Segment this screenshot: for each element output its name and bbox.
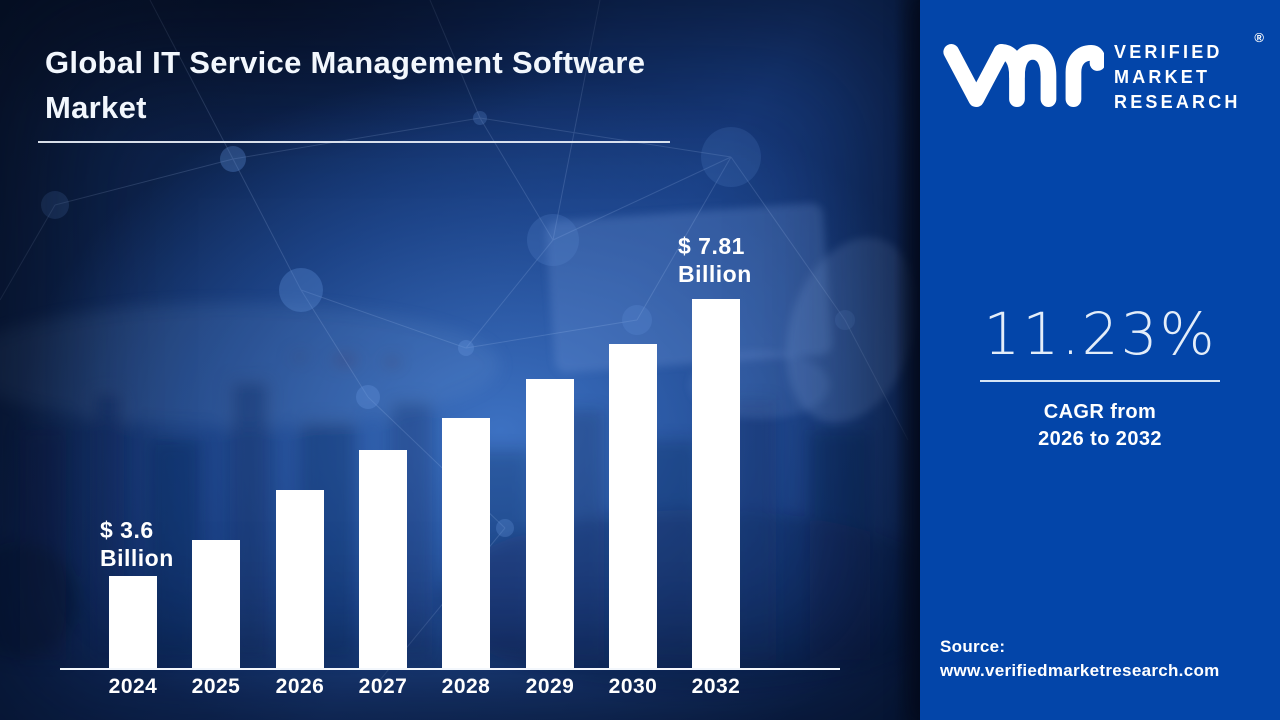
brand-logo: VERIFIED MARKET RESEARCH (942, 36, 1241, 116)
data-label-2032: $ 7.81 Billion (678, 232, 752, 288)
source-url: www.verifiedmarketresearch.com (940, 661, 1220, 680)
chart-section: Global IT Service Management Software Ma… (0, 0, 920, 720)
data-label-2024: $ 3.6 Billion (100, 516, 174, 572)
bar-2025 (192, 540, 240, 669)
x-tick-2026: 2026 (275, 675, 325, 698)
data-label-2024-unit: Billion (100, 545, 174, 571)
bar-2030 (609, 344, 657, 669)
brand-wordmark: VERIFIED MARKET RESEARCH (1114, 40, 1241, 115)
brand-word-2: MARKET (1114, 67, 1211, 87)
x-tick-2032: 2032 (691, 675, 741, 698)
page-title-line1: Global IT Service Management Software (45, 45, 646, 80)
x-tick-2025: 2025 (191, 675, 241, 698)
bar-2028 (442, 418, 490, 669)
page-title-line2: Market (45, 90, 147, 125)
x-tick-2030: 2030 (608, 675, 658, 698)
x-tick-2024: 2024 (108, 675, 158, 698)
cagr-caption-line1: CAGR from (1043, 401, 1157, 423)
panel-edge-shadow (894, 0, 920, 720)
source-block: Source: www.verifiedmarketresearch.com (940, 635, 1220, 683)
bar-2026 (276, 490, 324, 669)
title-underline (38, 141, 670, 143)
cagr-caption-line2: 2026 to 2032 (1038, 428, 1162, 450)
x-tick-2029: 2029 (525, 675, 575, 698)
brand-word-1: VERIFIED (1114, 42, 1223, 62)
bar-2032 (692, 299, 740, 669)
cagr-value: 11.23% (983, 300, 1217, 368)
source-label: Source: (940, 637, 1006, 656)
cagr-block: 11.23% CAGR from 2026 to 2032 (920, 300, 1280, 453)
x-tick-2027: 2027 (358, 675, 408, 698)
bar-2027 (359, 450, 407, 669)
bar-2029 (526, 379, 574, 669)
axis-line (60, 668, 840, 670)
brand-panel: VERIFIED MARKET RESEARCH ® 11.23% CAGR f… (920, 0, 1280, 720)
network-nodes (41, 111, 855, 537)
bar-2024 (109, 576, 157, 669)
vmr-logo-icon (943, 44, 1104, 108)
registered-trademark-icon: ® (1254, 30, 1264, 45)
brand-word-3: RESEARCH (1114, 92, 1241, 112)
page-title: Global IT Service Management Software Ma… (45, 40, 845, 130)
data-label-2032-unit: Billion (678, 261, 752, 287)
x-tick-2028: 2028 (441, 675, 491, 698)
data-label-2032-value: $ 7.81 (678, 233, 745, 259)
cagr-underline (980, 380, 1220, 382)
cagr-caption: CAGR from 2026 to 2032 (920, 399, 1280, 453)
data-label-2024-value: $ 3.6 (100, 517, 154, 543)
